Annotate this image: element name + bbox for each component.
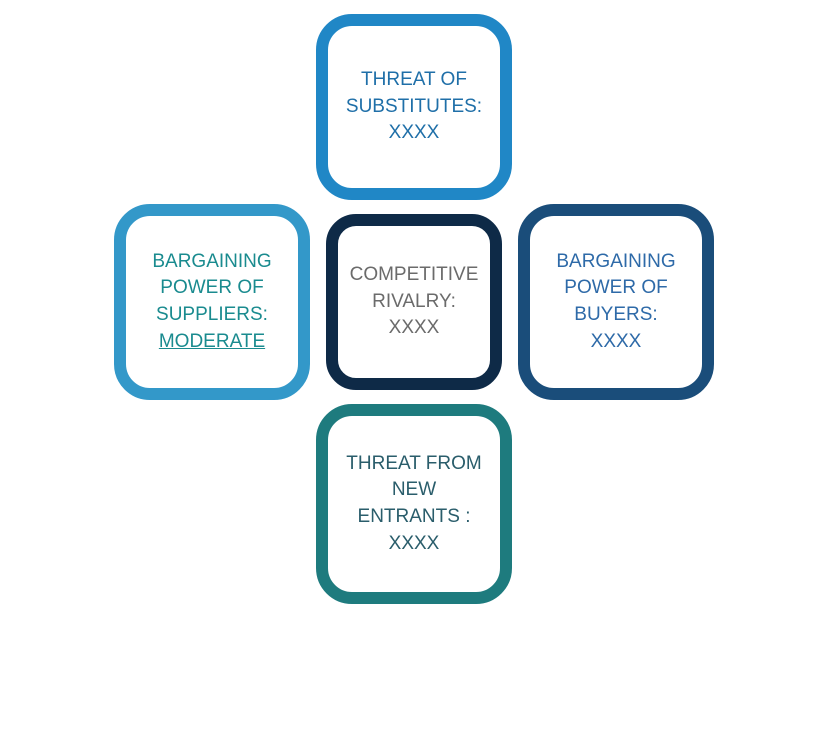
threat-entrants-line4: XXXX xyxy=(389,531,440,558)
bargaining-buyers-line1: BARGAINING xyxy=(556,249,675,276)
threat-substitutes-line3: XXXX xyxy=(389,120,440,147)
bargaining-buyers-line2: POWER OF xyxy=(564,275,667,302)
threat-entrants-box: THREAT FROM NEW ENTRANTS : XXXX xyxy=(316,404,512,604)
threat-entrants-line2: NEW xyxy=(392,477,436,504)
threat-substitutes-line1: THREAT OF xyxy=(361,67,467,94)
bargaining-buyers-box: BARGAINING POWER OF BUYERS: XXXX xyxy=(518,204,714,400)
competitive-rivalry-box: COMPETITIVE RIVALRY: XXXX xyxy=(326,214,502,390)
bargaining-suppliers-line4: MODERATE xyxy=(159,329,265,356)
competitive-rivalry-line1: COMPETITIVE xyxy=(350,262,479,289)
bargaining-suppliers-box: BARGAINING POWER OF SUPPLIERS: MODERATE xyxy=(114,204,310,400)
threat-substitutes-line2: SUBSTITUTES: xyxy=(346,94,482,121)
bargaining-suppliers-line1: BARGAINING xyxy=(152,249,271,276)
five-forces-diagram: THREAT OF SUBSTITUTES: XXXX BARGAINING P… xyxy=(0,0,830,756)
competitive-rivalry-line3: XXXX xyxy=(389,315,440,342)
threat-entrants-line3: ENTRANTS : xyxy=(358,504,471,531)
competitive-rivalry-line2: RIVALRY: xyxy=(372,289,456,316)
bargaining-suppliers-line2: POWER OF xyxy=(160,275,263,302)
bargaining-suppliers-line3: SUPPLIERS: xyxy=(156,302,268,329)
threat-entrants-line1: THREAT FROM xyxy=(346,451,481,478)
threat-substitutes-box: THREAT OF SUBSTITUTES: XXXX xyxy=(316,14,512,200)
bargaining-buyers-line3: BUYERS: xyxy=(574,302,657,329)
bargaining-buyers-line4: XXXX xyxy=(591,329,642,356)
